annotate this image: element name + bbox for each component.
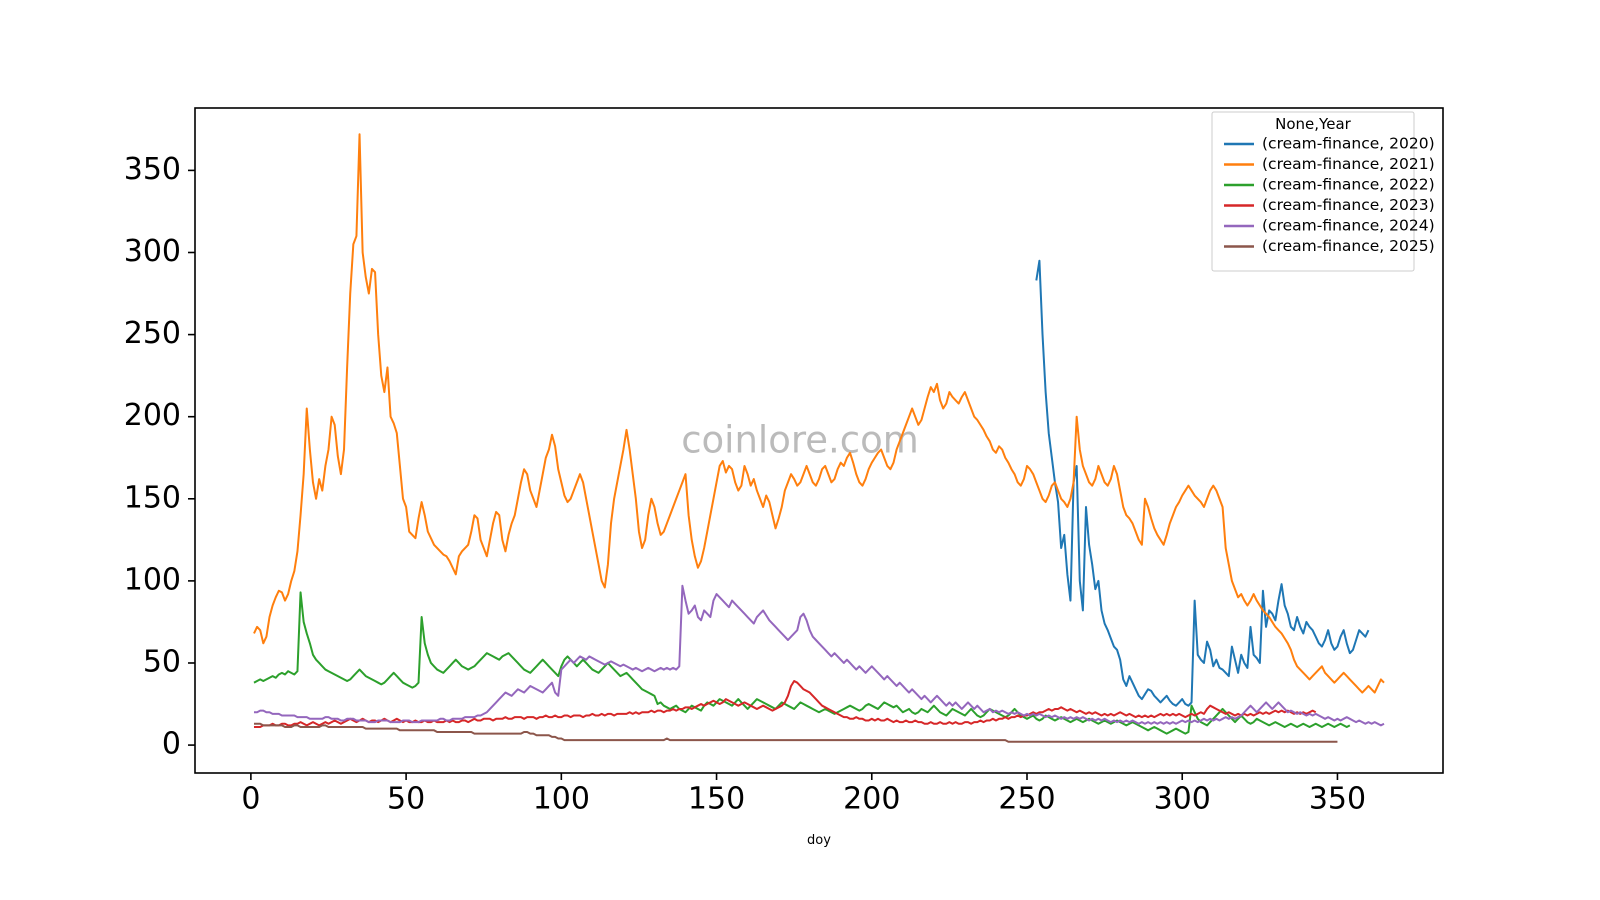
y-tick-label-200: 200	[124, 398, 181, 433]
x-tick-label-200: 200	[843, 782, 900, 817]
plot-frame	[194, 107, 1444, 774]
series-line-cream-finance-2020	[1035, 259, 1370, 707]
legend-label-0: (cream-finance, 2020)	[1262, 135, 1435, 153]
series-line-cream-finance-2021	[253, 133, 1385, 694]
y-tick-label-300: 300	[124, 234, 181, 269]
series-line-cream-finance-2024	[253, 584, 1385, 727]
x-tick-label-0: 0	[241, 782, 260, 817]
x-tick-label-50: 50	[387, 782, 425, 817]
x-tick-label-100: 100	[533, 782, 590, 817]
y-tick-label-0: 0	[162, 727, 181, 762]
series-line-cream-finance-2022	[253, 591, 1351, 735]
legend-label-5: (cream-finance, 2025)	[1262, 237, 1435, 255]
x-tick-label-250: 250	[998, 782, 1055, 817]
y-axis-tick-labels: 0 50 100 150 200 250 300 350	[124, 152, 181, 762]
x-tick-label-300: 300	[1154, 782, 1211, 817]
x-axis-title: doy	[807, 833, 831, 848]
legend-label-3: (cream-finance, 2023)	[1262, 196, 1435, 214]
axes-frame	[194, 107, 1444, 774]
series-line-cream-finance-2023	[253, 680, 1317, 729]
chart-legend: None,Year (cream-finance, 2020) (cream-fin…	[1211, 111, 1435, 272]
coinlore-watermark: coinlore.com	[681, 419, 919, 462]
legend-label-1: (cream-finance, 2021)	[1262, 155, 1435, 173]
legend-label-2: (cream-finance, 2022)	[1262, 176, 1435, 194]
y-tick-label-100: 100	[124, 562, 181, 597]
axis-ticks	[188, 169, 1339, 780]
y-tick-label-50: 50	[143, 644, 181, 679]
legend-background	[1211, 111, 1415, 272]
legend-label-4: (cream-finance, 2024)	[1262, 217, 1435, 235]
series-line-cream-finance-2025	[253, 722, 1338, 743]
data-series-group	[253, 133, 1385, 743]
x-tick-label-150: 150	[688, 782, 745, 817]
y-tick-label-250: 250	[124, 316, 181, 351]
legend-title: None,Year	[1275, 115, 1351, 133]
x-axis-tick-labels: 0 50 100 150 200 250 300 350	[241, 782, 1366, 817]
y-tick-label-350: 350	[124, 152, 181, 187]
y-tick-label-150: 150	[124, 480, 181, 515]
x-tick-label-350: 350	[1309, 782, 1366, 817]
